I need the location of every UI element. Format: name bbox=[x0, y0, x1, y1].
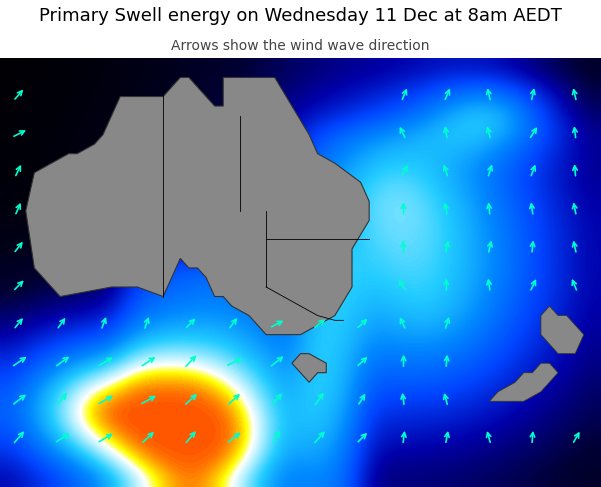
Polygon shape bbox=[292, 354, 326, 382]
Polygon shape bbox=[489, 363, 558, 401]
Text: Arrows show the wind wave direction: Arrows show the wind wave direction bbox=[171, 38, 430, 53]
Text: Primary Swell energy on Wednesday 11 Dec at 8am AEDT: Primary Swell energy on Wednesday 11 Dec… bbox=[39, 7, 562, 25]
Polygon shape bbox=[541, 306, 584, 354]
Polygon shape bbox=[26, 77, 369, 335]
